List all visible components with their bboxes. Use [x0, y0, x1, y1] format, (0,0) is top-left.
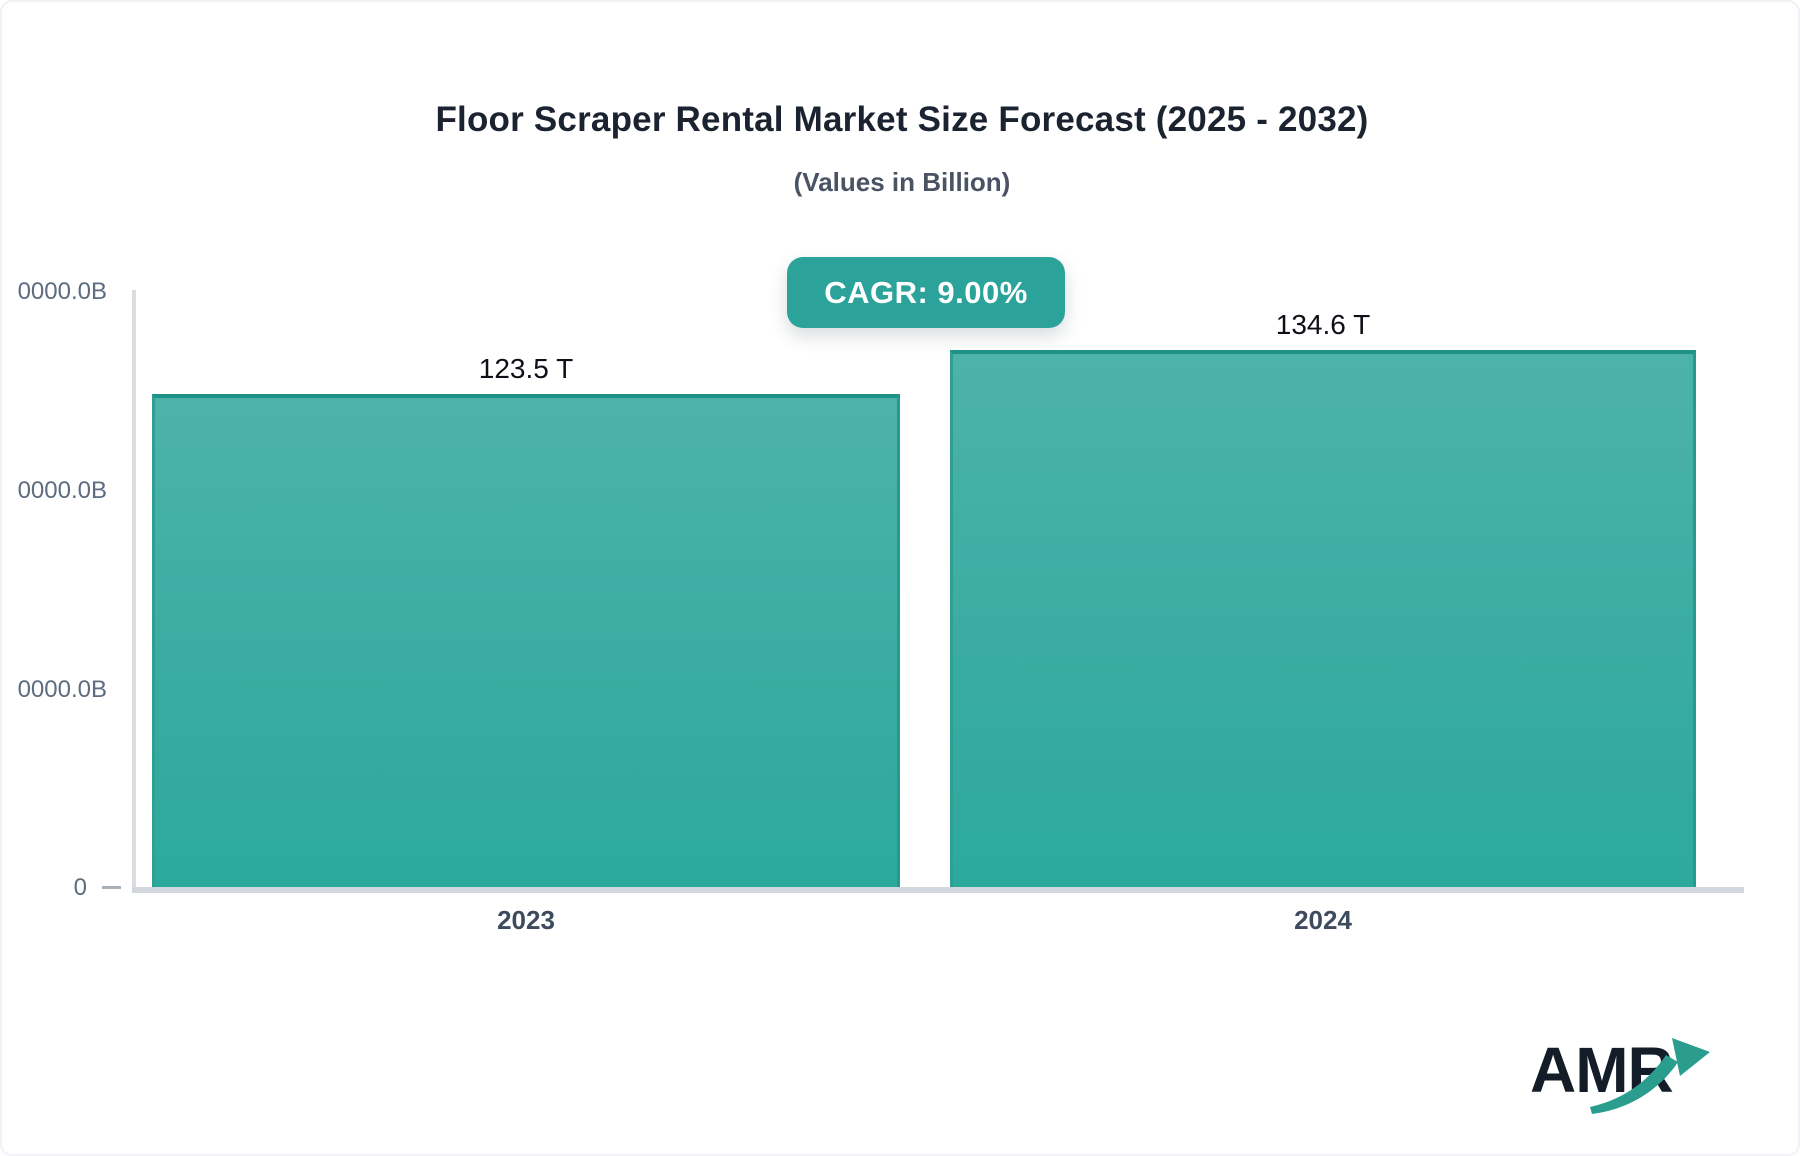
trend-arrow-icon: [1590, 1038, 1710, 1114]
bar-value-label: 134.6 T: [1275, 309, 1371, 340]
x-axis-line: [132, 887, 1744, 893]
amr-logo: AMR: [1530, 1030, 1730, 1125]
y-tick-label: 0000.0B: [17, 676, 107, 703]
bar-value-label: 123.5 T: [478, 353, 574, 384]
page-title: Floor Scraper Rental Market Size Forecas…: [435, 100, 1369, 139]
cagr-badge-label: CAGR: 9.00%: [824, 274, 1028, 310]
cagr-badge: CAGR: 9.00%: [787, 257, 1065, 328]
y-axis-line: [132, 290, 136, 891]
y-tick-label: 0000.0B: [17, 477, 107, 504]
y-tick-label-zero: 0: [73, 874, 87, 901]
x-axis-label-2024: 2024: [1294, 905, 1352, 935]
x-axis-label-2023: 2023: [497, 905, 555, 935]
chart-subtitle: (Values in Billion): [793, 167, 1011, 197]
bar-2023[interactable]: [152, 394, 900, 887]
bar-2024[interactable]: [950, 350, 1696, 887]
y-tick-label: 0000.0B: [17, 278, 107, 305]
y-tick-mark: [102, 886, 121, 889]
